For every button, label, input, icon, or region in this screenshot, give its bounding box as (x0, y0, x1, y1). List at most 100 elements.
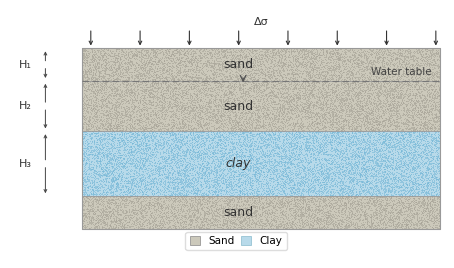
Point (275, 195, 282, 199)
Point (263, 166, 271, 170)
Point (420, 186, 428, 190)
Point (345, 131, 352, 136)
Point (415, 143, 422, 148)
Point (205, 123, 212, 127)
Point (276, 102, 283, 106)
Point (161, 183, 168, 188)
Point (432, 105, 439, 109)
Point (102, 67, 109, 71)
Point (94, 158, 101, 162)
Point (99, 147, 106, 151)
Point (374, 103, 381, 107)
Point (264, 221, 271, 225)
Point (358, 132, 365, 136)
Point (334, 158, 341, 163)
Point (107, 92, 114, 97)
Point (311, 113, 319, 117)
Point (155, 133, 163, 138)
Point (431, 112, 439, 116)
Point (195, 102, 202, 106)
Point (107, 80, 114, 84)
Point (326, 120, 334, 124)
Point (140, 103, 148, 107)
Point (189, 126, 196, 131)
Point (378, 216, 385, 220)
Point (432, 48, 439, 53)
Point (393, 225, 400, 229)
Point (382, 212, 389, 216)
Point (288, 219, 295, 224)
Point (299, 177, 306, 181)
Point (237, 186, 244, 190)
Point (79, 73, 86, 78)
Point (419, 169, 426, 173)
Point (104, 117, 111, 121)
Point (416, 84, 423, 88)
Point (369, 188, 376, 193)
Point (123, 124, 131, 129)
Point (166, 76, 173, 80)
Point (109, 157, 116, 161)
Point (348, 172, 355, 176)
Point (348, 211, 355, 216)
Point (337, 142, 344, 146)
Point (151, 164, 158, 168)
Point (389, 74, 396, 78)
Point (183, 49, 190, 53)
Point (131, 203, 138, 207)
Point (133, 56, 140, 61)
Point (326, 61, 333, 65)
Point (180, 79, 187, 84)
Point (131, 81, 138, 85)
Point (329, 187, 336, 191)
Point (93, 197, 100, 201)
Point (400, 89, 407, 93)
Point (393, 83, 400, 87)
Point (271, 191, 278, 195)
Point (429, 161, 437, 165)
Point (393, 184, 400, 189)
Point (371, 63, 378, 67)
Point (132, 188, 139, 192)
Point (412, 180, 419, 185)
Point (324, 193, 331, 197)
Point (170, 109, 177, 114)
Point (373, 213, 380, 217)
Point (287, 199, 295, 203)
Point (397, 76, 405, 80)
Point (93, 131, 100, 135)
Point (431, 104, 438, 108)
Point (118, 192, 126, 196)
Point (424, 123, 431, 128)
Point (226, 118, 233, 122)
Point (344, 109, 351, 114)
Point (232, 96, 240, 100)
Point (160, 193, 168, 197)
Point (266, 87, 274, 91)
Point (331, 66, 338, 70)
Point (421, 120, 429, 124)
Point (143, 48, 151, 53)
Point (236, 171, 243, 176)
Point (300, 167, 307, 171)
Point (311, 157, 318, 161)
Point (240, 130, 247, 134)
Point (237, 197, 245, 201)
Point (371, 155, 378, 159)
Point (394, 224, 401, 228)
Point (96, 217, 104, 221)
Point (125, 181, 132, 185)
Point (247, 202, 255, 206)
Point (294, 181, 301, 186)
Point (213, 140, 220, 144)
Point (311, 197, 318, 201)
Point (269, 192, 276, 196)
Point (261, 188, 268, 192)
Point (84, 184, 91, 189)
Point (225, 81, 232, 85)
Point (186, 131, 193, 135)
Point (409, 215, 416, 219)
Point (413, 150, 420, 154)
Point (272, 122, 279, 126)
Point (167, 189, 174, 193)
